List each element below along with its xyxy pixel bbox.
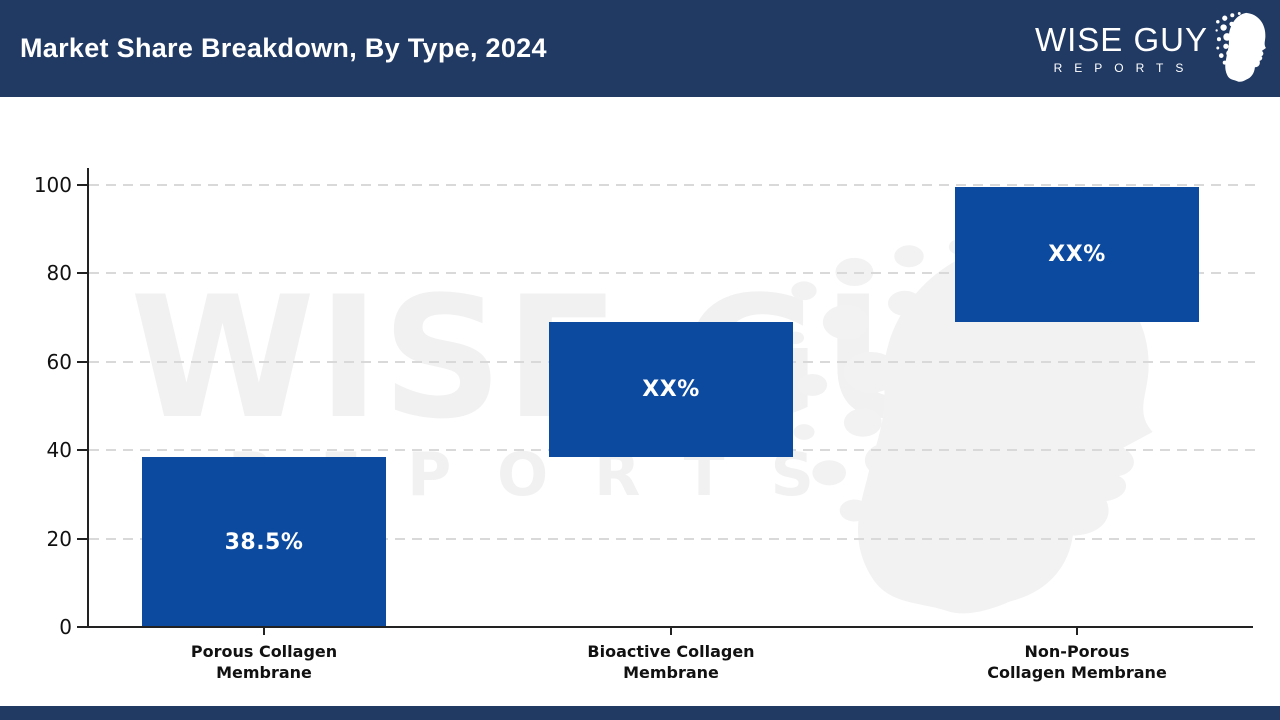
wise-guy-reports-logo: WISE GUY REPORTS [1035, 10, 1270, 86]
y-tick-label-40: 40 [46, 438, 72, 462]
x-category-label-porous: Porous Collagen Membrane [124, 641, 404, 683]
footer-bar [0, 706, 1280, 720]
category-line: Non-Porous [1024, 642, 1130, 661]
bar-value-label: 38.5% [224, 529, 304, 555]
logo-subtitle: REPORTS [1053, 60, 1196, 75]
bar-bioactive-collagen-membrane: XX% [549, 322, 793, 457]
category-line: Membrane [623, 663, 719, 682]
x-tick [1076, 628, 1078, 635]
y-axis-line [87, 168, 89, 628]
y-tick [77, 361, 87, 363]
bar-porous-collagen-membrane: 38.5% [142, 457, 386, 627]
gridline-20 [89, 538, 1262, 540]
gridline-100 [89, 184, 1262, 186]
logo-wordmark: WISE GUY [1034, 20, 1208, 58]
x-category-label-non-porous: Non-Porous Collagen Membrane [937, 641, 1217, 683]
x-axis-line [87, 626, 1253, 628]
y-tick [77, 449, 87, 451]
category-line: Collagen Membrane [987, 663, 1167, 682]
x-tick [670, 628, 672, 635]
dotted-head-profile-icon [1215, 12, 1266, 82]
y-tick-label-80: 80 [46, 261, 72, 285]
page-title: Market Share Breakdown, By Type, 2024 [20, 33, 547, 63]
bar-value-label: XX% [1048, 242, 1106, 267]
gridline-80 [89, 272, 1262, 274]
category-line: Membrane [216, 663, 312, 682]
x-category-label-bioactive: Bioactive Collagen Membrane [531, 641, 811, 683]
y-tick [77, 538, 87, 540]
bar-value-label: XX% [642, 377, 700, 402]
category-line: Bioactive Collagen [587, 642, 755, 661]
x-tick [263, 628, 265, 635]
bar-non-porous-collagen-membrane: XX% [955, 187, 1199, 322]
y-tick-label-0: 0 [59, 615, 72, 639]
y-tick-label-20: 20 [46, 527, 72, 551]
y-tick [77, 184, 87, 186]
logo-text: WISE GUY REPORTS [1034, 20, 1208, 75]
y-tick [77, 626, 87, 628]
y-tick-label-60: 60 [46, 350, 72, 374]
category-line: Porous Collagen [190, 642, 338, 661]
y-tick [77, 272, 87, 274]
y-tick-label-100: 100 [33, 173, 72, 197]
header-bar: Market Share Breakdown, By Type, 2024 WI… [0, 0, 1280, 97]
